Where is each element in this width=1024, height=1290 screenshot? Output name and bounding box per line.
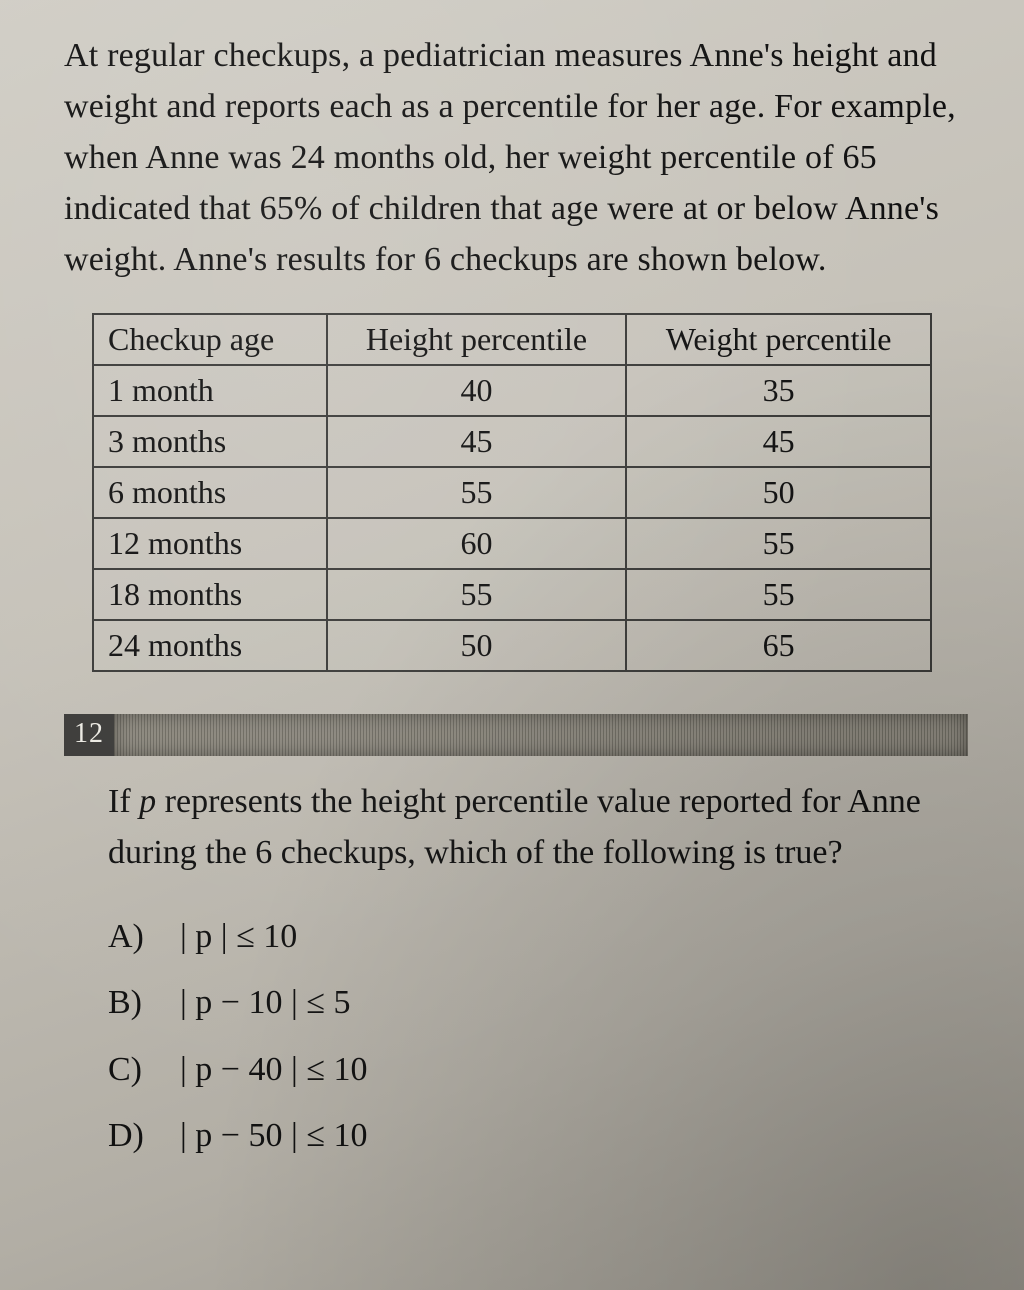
option-c[interactable]: C) | p − 40 | ≤ 10 xyxy=(108,1037,968,1103)
option-d[interactable]: D) | p − 50 | ≤ 10 xyxy=(108,1103,968,1169)
percentile-table: Checkup age Height percentile Weight per… xyxy=(92,313,932,672)
table-row: 6 months 55 50 xyxy=(93,467,931,518)
cell-age: 6 months xyxy=(93,467,327,518)
table-row: 18 months 55 55 xyxy=(93,569,931,620)
cell-height: 50 xyxy=(327,620,626,671)
table-header-row: Checkup age Height percentile Weight per… xyxy=(93,314,931,365)
prompt-pre: If xyxy=(108,783,139,820)
cell-height: 45 xyxy=(327,416,626,467)
option-expression: | p | ≤ 10 xyxy=(180,904,297,970)
answer-options: A) | p | ≤ 10 B) | p − 10 | ≤ 5 C) | p −… xyxy=(108,904,968,1169)
cell-height: 55 xyxy=(327,467,626,518)
cell-weight: 35 xyxy=(626,365,931,416)
table-row: 24 months 50 65 xyxy=(93,620,931,671)
cell-weight: 55 xyxy=(626,518,931,569)
question-prompt: If p represents the height percentile va… xyxy=(108,776,968,878)
cell-weight: 45 xyxy=(626,416,931,467)
cell-weight: 55 xyxy=(626,569,931,620)
prompt-post: represents the height percentile value r… xyxy=(108,783,921,871)
question-number: 12 xyxy=(64,714,114,756)
option-b[interactable]: B) | p − 10 | ≤ 5 xyxy=(108,970,968,1036)
question-number-bar: 12 xyxy=(64,714,968,756)
cell-age: 18 months xyxy=(93,569,327,620)
table-row: 3 months 45 45 xyxy=(93,416,931,467)
option-a[interactable]: A) | p | ≤ 10 xyxy=(108,904,968,970)
cell-height: 40 xyxy=(327,365,626,416)
table-row: 1 month 40 35 xyxy=(93,365,931,416)
cell-age: 24 months xyxy=(93,620,327,671)
col-header-height: Height percentile xyxy=(327,314,626,365)
cell-height: 60 xyxy=(327,518,626,569)
option-label: B) xyxy=(108,970,162,1036)
option-label: A) xyxy=(108,904,162,970)
cell-weight: 65 xyxy=(626,620,931,671)
option-expression: | p − 10 | ≤ 5 xyxy=(180,970,350,1036)
prompt-variable: p xyxy=(139,783,156,820)
question-bar-stripe xyxy=(114,714,968,756)
col-header-age: Checkup age xyxy=(93,314,327,365)
intro-paragraph: At regular checkups, a pediatrician meas… xyxy=(64,30,968,285)
cell-weight: 50 xyxy=(626,467,931,518)
option-expression: | p − 50 | ≤ 10 xyxy=(180,1103,367,1169)
cell-age: 3 months xyxy=(93,416,327,467)
option-label: C) xyxy=(108,1037,162,1103)
cell-age: 1 month xyxy=(93,365,327,416)
page: At regular checkups, a pediatrician meas… xyxy=(0,0,1024,1290)
option-label: D) xyxy=(108,1103,162,1169)
table-row: 12 months 60 55 xyxy=(93,518,931,569)
option-expression: | p − 40 | ≤ 10 xyxy=(180,1037,367,1103)
cell-age: 12 months xyxy=(93,518,327,569)
cell-height: 55 xyxy=(327,569,626,620)
col-header-weight: Weight percentile xyxy=(626,314,931,365)
